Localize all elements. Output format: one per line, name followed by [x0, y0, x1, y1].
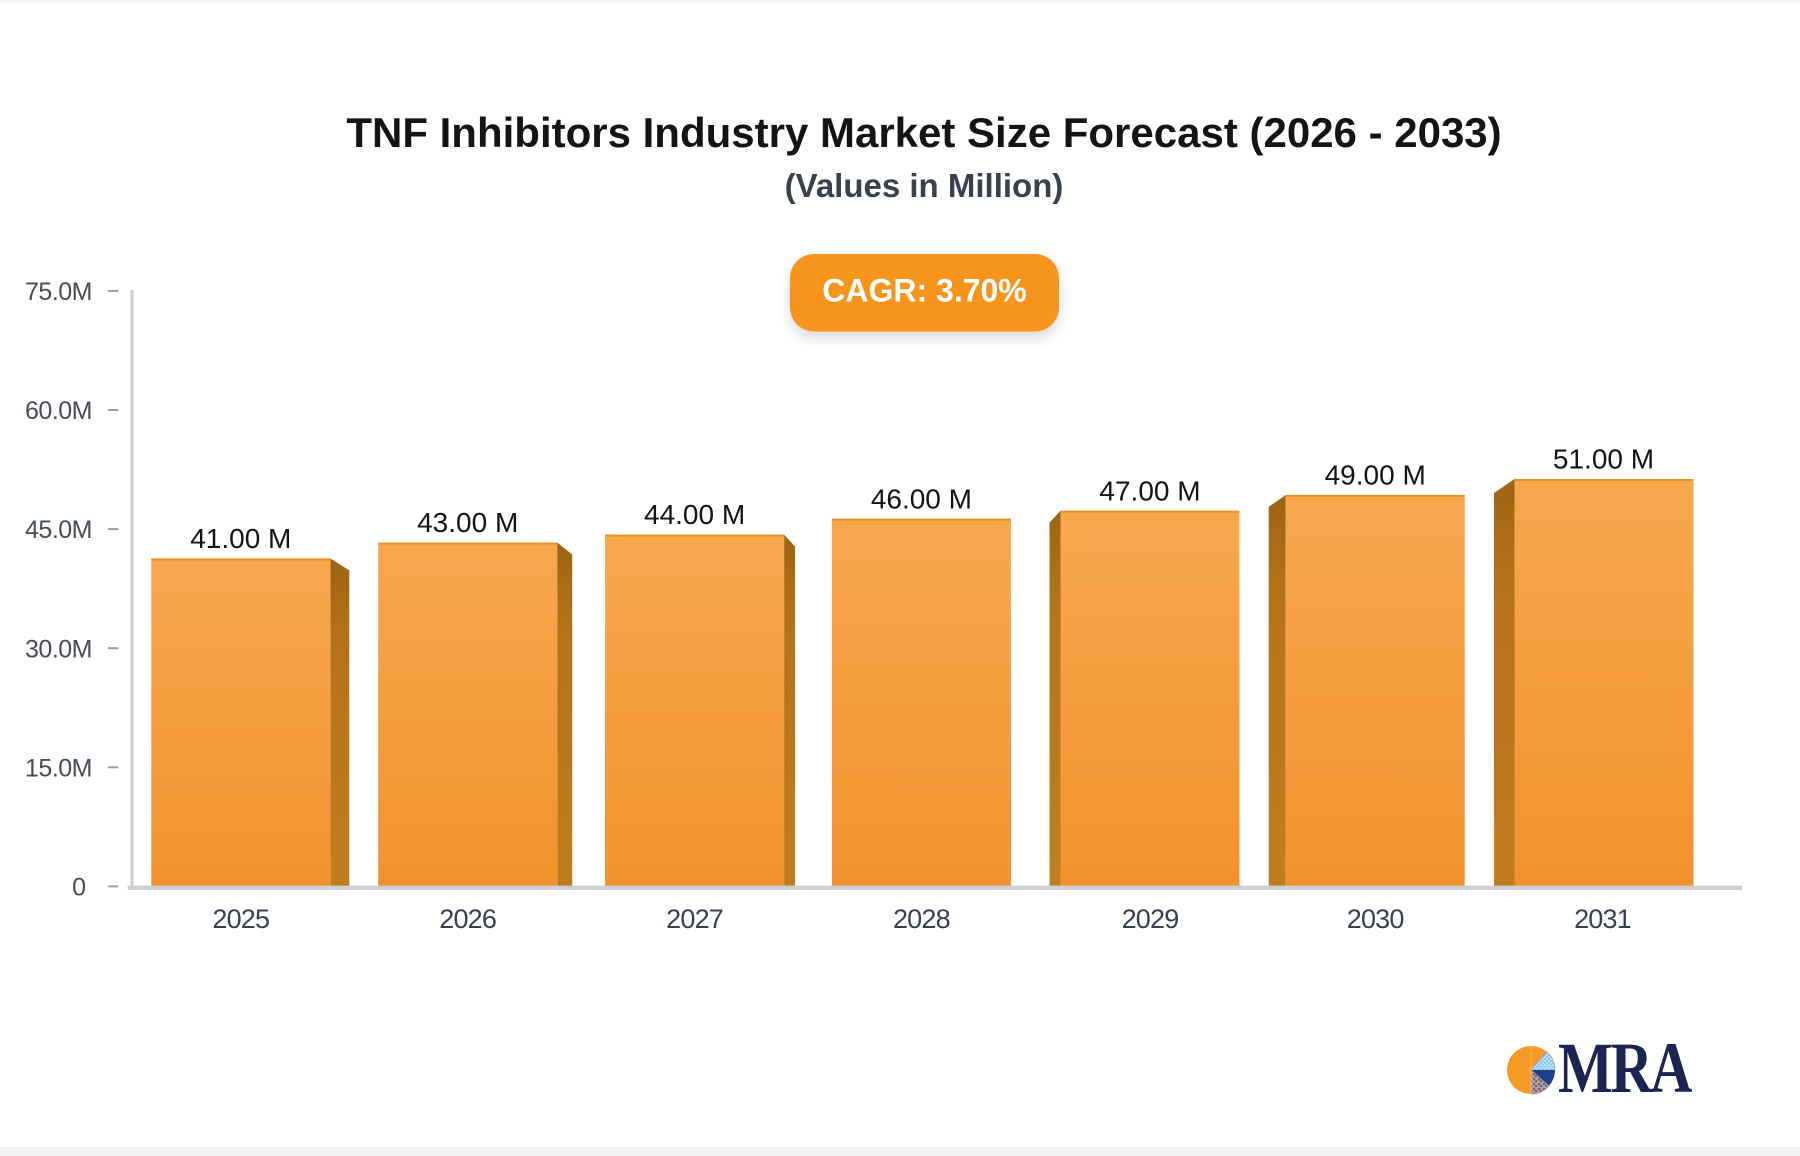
svg-text:60.0M: 60.0M	[25, 397, 92, 425]
svg-text:30.0M: 30.0M	[25, 635, 92, 663]
svg-text:47.00 M: 47.00 M	[1099, 475, 1200, 506]
svg-text:2028: 2028	[893, 904, 950, 934]
svg-text:MRA: MRA	[1558, 1030, 1692, 1109]
svg-text:43.00 M: 43.00 M	[417, 507, 518, 538]
svg-text:2029: 2029	[1122, 904, 1179, 934]
svg-text:45.0M: 45.0M	[25, 516, 92, 544]
svg-text:2027: 2027	[666, 904, 723, 934]
svg-text:0: 0	[72, 874, 85, 902]
svg-text:41.00 M: 41.00 M	[190, 523, 291, 554]
svg-text:CAGR: 3.70%: CAGR: 3.70%	[822, 273, 1027, 309]
svg-text:2026: 2026	[439, 904, 496, 934]
svg-text:51.00 M: 51.00 M	[1553, 444, 1654, 475]
svg-text:15.0M: 15.0M	[25, 754, 92, 782]
svg-text:44.00 M: 44.00 M	[644, 499, 745, 530]
svg-text:46.00 M: 46.00 M	[871, 483, 972, 514]
svg-text:(Values in Million): (Values in Million)	[785, 167, 1064, 204]
svg-text:75.0M: 75.0M	[25, 278, 92, 306]
svg-text:2030: 2030	[1347, 904, 1404, 934]
svg-text:2025: 2025	[212, 904, 269, 934]
svg-text:49.00 M: 49.00 M	[1325, 460, 1426, 491]
svg-text:2031: 2031	[1574, 904, 1631, 934]
svg-text:TNF Inhibitors Industry Market: TNF Inhibitors Industry Market Size Fore…	[346, 109, 1501, 156]
